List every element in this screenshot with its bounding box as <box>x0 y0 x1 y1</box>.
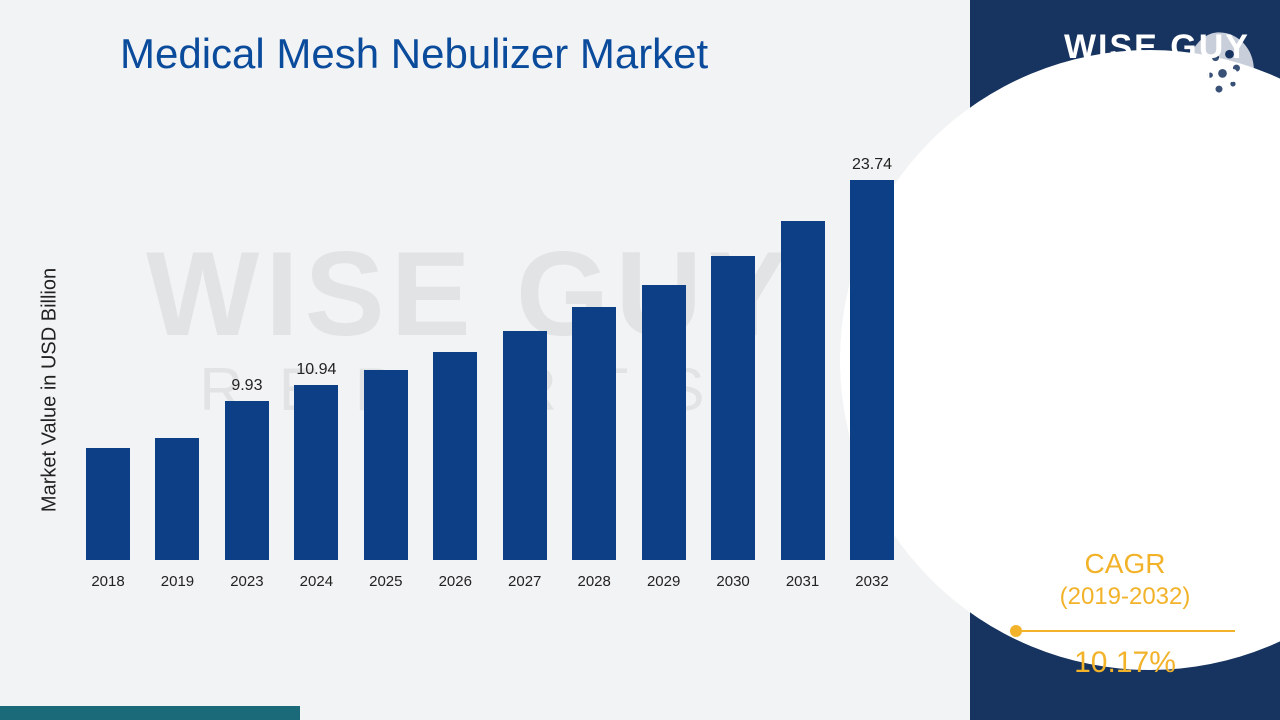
bar-slot: 10.94 <box>288 385 344 560</box>
logo-line2: REPORTS <box>1064 64 1250 89</box>
cagr-range: (2019-2032) <box>970 581 1280 612</box>
bar-rect <box>781 221 825 560</box>
x-tick-label: 2027 <box>497 573 553 590</box>
x-tick-label: 2031 <box>775 573 831 590</box>
x-tick-label: 2030 <box>705 573 761 590</box>
cagr-label: CAGR <box>970 546 1280 581</box>
divider-dot-icon <box>1010 625 1022 637</box>
bar-value-label: 9.93 <box>231 377 262 395</box>
brand-logo: WISE GUY REPORTS <box>1064 30 1250 89</box>
bar-slot <box>705 256 761 560</box>
x-tick-label: 2019 <box>149 573 205 590</box>
cagr-divider <box>1015 630 1235 632</box>
plot-area: 9.9310.9423.74 2018201920232024202520262… <box>80 160 900 590</box>
bar-rect <box>364 370 408 560</box>
bar-rect <box>155 438 199 560</box>
bar-rect <box>572 307 616 560</box>
bar-slot <box>427 352 483 560</box>
bar-value-label: 23.74 <box>852 156 892 174</box>
bars-row: 9.9310.9423.74 <box>80 160 900 560</box>
cagr-value: 10.17% <box>970 646 1280 680</box>
bar-slot <box>80 448 136 560</box>
bar-slot <box>566 307 622 560</box>
bar-rect <box>294 385 338 560</box>
logo-line1: WISE GUY <box>1064 30 1250 64</box>
x-labels-row: 2018 2019 2023 2024 2025 2026 2027 2028 2029 2030… <box>80 573 900 590</box>
bottom-accent-bar <box>0 706 300 720</box>
bar-slot <box>358 370 414 560</box>
x-tick-label: 2028 <box>566 573 622 590</box>
cagr-block: CAGR (2019-2032) 10.17% <box>970 546 1280 680</box>
bar-rect <box>86 448 130 560</box>
x-tick-label: 2024 <box>288 573 344 590</box>
bar-rect <box>225 401 269 560</box>
bar-rect <box>642 285 686 560</box>
bar-slot: 9.93 <box>219 401 275 560</box>
chart-title: Medical Mesh Nebulizer Market <box>120 30 708 78</box>
bar-rect <box>503 331 547 560</box>
x-tick-label: 2029 <box>636 573 692 590</box>
bar-slot <box>497 331 553 560</box>
x-tick-label: 2023 <box>219 573 275 590</box>
chart-canvas: WISE GUY REPORTS Medical Mesh Nebulizer … <box>0 0 1280 720</box>
bar-slot <box>775 221 831 560</box>
x-tick-label: 2025 <box>358 573 414 590</box>
bar-rect <box>711 256 755 560</box>
x-tick-label: 2032 <box>844 573 900 590</box>
bar-slot <box>636 285 692 560</box>
bar-slot: 23.74 <box>844 180 900 560</box>
x-tick-label: 2018 <box>80 573 136 590</box>
bar-slot <box>149 438 205 560</box>
bar-rect <box>850 180 894 560</box>
bar-rect <box>433 352 477 560</box>
y-axis-label: Market Value in USD Billion <box>39 268 62 512</box>
bar-value-label: 10.94 <box>296 361 336 379</box>
x-tick-label: 2026 <box>427 573 483 590</box>
